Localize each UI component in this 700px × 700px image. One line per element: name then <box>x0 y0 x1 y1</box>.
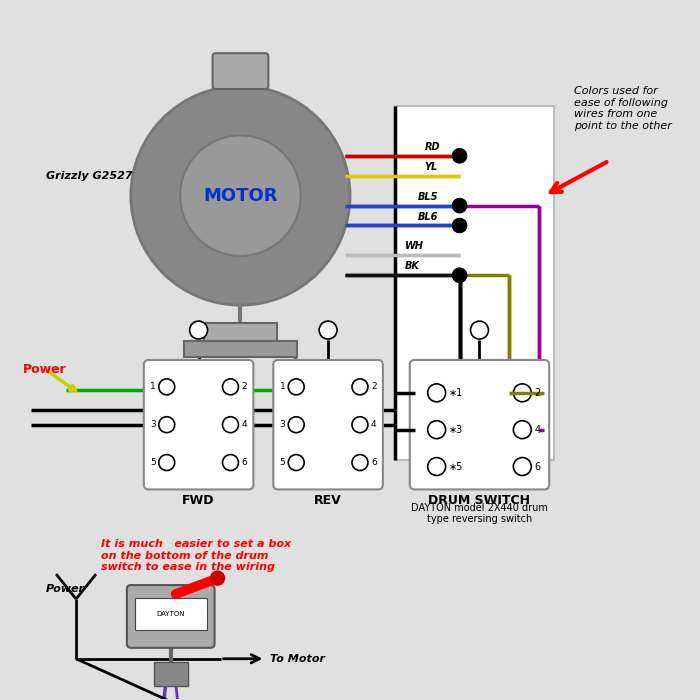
Text: 4: 4 <box>371 420 377 429</box>
Text: ∗1: ∗1 <box>449 388 463 398</box>
Circle shape <box>159 379 175 395</box>
Circle shape <box>453 149 466 162</box>
Circle shape <box>470 321 489 339</box>
Circle shape <box>180 135 301 256</box>
Text: 5: 5 <box>150 458 156 467</box>
Text: RD: RD <box>425 142 440 152</box>
Text: BK: BK <box>405 261 420 272</box>
Circle shape <box>513 458 531 475</box>
FancyBboxPatch shape <box>273 360 383 489</box>
Text: MOTOR: MOTOR <box>203 187 278 204</box>
Circle shape <box>211 571 225 585</box>
Circle shape <box>453 218 466 232</box>
Text: BL6: BL6 <box>418 211 438 221</box>
Text: WH: WH <box>405 241 424 251</box>
Text: Power: Power <box>23 363 67 377</box>
Circle shape <box>453 268 466 282</box>
FancyBboxPatch shape <box>213 53 268 89</box>
Circle shape <box>428 421 446 439</box>
Circle shape <box>453 218 466 232</box>
Text: 4: 4 <box>534 425 540 435</box>
FancyBboxPatch shape <box>410 360 550 489</box>
Circle shape <box>513 384 531 402</box>
Circle shape <box>453 268 466 282</box>
FancyBboxPatch shape <box>144 360 253 489</box>
Circle shape <box>352 416 368 433</box>
Circle shape <box>223 416 239 433</box>
Circle shape <box>428 458 446 475</box>
Text: Power: Power <box>46 584 85 594</box>
Text: Colors used for
ease of following
wires from one
point to the other: Colors used for ease of following wires … <box>574 86 672 131</box>
Circle shape <box>190 321 208 339</box>
Text: REV: REV <box>314 494 342 508</box>
Circle shape <box>288 454 304 470</box>
Text: ∗3: ∗3 <box>449 425 463 435</box>
Circle shape <box>428 384 446 402</box>
Text: 1: 1 <box>279 382 286 391</box>
Circle shape <box>159 454 175 470</box>
Text: Grizzly G2527: Grizzly G2527 <box>46 171 133 181</box>
Circle shape <box>159 416 175 433</box>
FancyBboxPatch shape <box>135 598 206 630</box>
Text: BL5: BL5 <box>418 192 438 202</box>
Circle shape <box>513 421 531 439</box>
Text: YL: YL <box>425 162 438 172</box>
FancyBboxPatch shape <box>395 106 554 460</box>
FancyBboxPatch shape <box>154 662 188 686</box>
Text: 6: 6 <box>371 458 377 467</box>
Circle shape <box>453 199 466 213</box>
FancyBboxPatch shape <box>127 585 214 648</box>
Text: 2: 2 <box>371 382 377 391</box>
FancyBboxPatch shape <box>183 341 298 357</box>
Text: DAYTON model 2X440 drum
type reversing switch: DAYTON model 2X440 drum type reversing s… <box>411 503 548 524</box>
Text: DAYTON: DAYTON <box>157 611 185 617</box>
Circle shape <box>131 86 350 305</box>
Text: It is much   easier to set a box
on the bottom of the drum
switch to ease in the: It is much easier to set a box on the bo… <box>101 539 291 573</box>
Text: 3: 3 <box>150 420 156 429</box>
Text: 3: 3 <box>279 420 286 429</box>
Text: 2: 2 <box>241 382 247 391</box>
Circle shape <box>288 416 304 433</box>
Text: 4: 4 <box>241 420 247 429</box>
Circle shape <box>319 321 337 339</box>
Circle shape <box>223 454 239 470</box>
Text: DRUM SWITCH: DRUM SWITCH <box>428 494 531 508</box>
Text: To Motor: To Motor <box>270 654 326 664</box>
Circle shape <box>352 379 368 395</box>
Circle shape <box>288 379 304 395</box>
Circle shape <box>352 454 368 470</box>
Circle shape <box>453 149 466 162</box>
Text: 6: 6 <box>241 458 247 467</box>
Text: 1: 1 <box>150 382 156 391</box>
Text: 2: 2 <box>534 388 540 398</box>
FancyBboxPatch shape <box>204 323 277 345</box>
Circle shape <box>223 379 239 395</box>
Text: 5: 5 <box>279 458 286 467</box>
Text: FWD: FWD <box>183 494 215 508</box>
Circle shape <box>453 199 466 213</box>
Text: 6: 6 <box>534 461 540 472</box>
Text: ∗5: ∗5 <box>449 461 463 472</box>
